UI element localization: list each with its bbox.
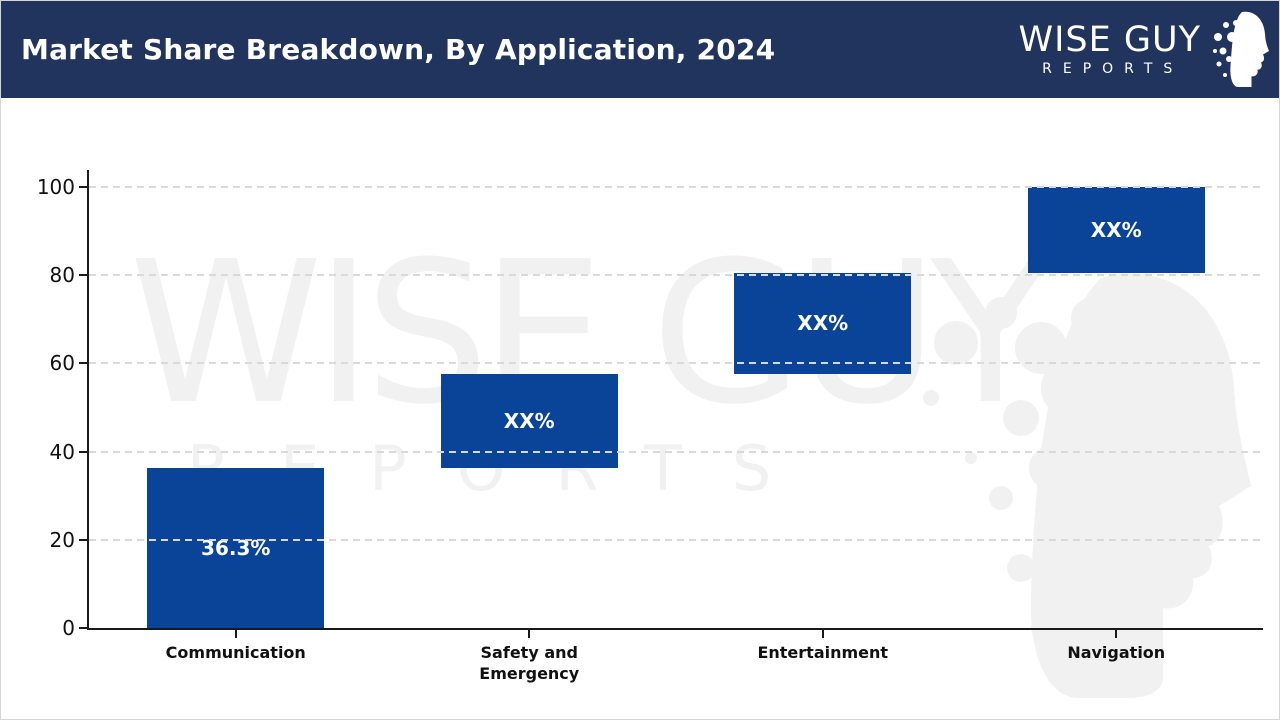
bar-value-label: XX% bbox=[797, 311, 849, 336]
gridline-100 bbox=[89, 186, 1263, 188]
bar-entertainment: XX% bbox=[734, 272, 912, 374]
bar-value-label: XX% bbox=[1090, 217, 1142, 242]
x-tick-0 bbox=[234, 630, 237, 638]
y-tick-100 bbox=[79, 186, 89, 188]
y-tick-20 bbox=[79, 538, 89, 541]
y-tick-60 bbox=[79, 362, 89, 365]
chart-area: WISE GUY REPORTS bbox=[1, 98, 1279, 719]
logo-face-icon bbox=[1213, 11, 1269, 88]
logo-text: WISE GUY REPORTS bbox=[1018, 21, 1201, 77]
x-axis-label-3: Navigation bbox=[1067, 643, 1166, 662]
x-axis-label-1: Safety and Emergency bbox=[479, 643, 580, 683]
y-tick-label-80: 80 bbox=[49, 263, 75, 288]
x-tick-2 bbox=[821, 630, 824, 638]
x-axis-label-2: Entertainment bbox=[757, 643, 889, 662]
gridline-20 bbox=[89, 538, 1263, 541]
bar-navigation: XX% bbox=[1027, 187, 1205, 273]
gridline-80 bbox=[89, 274, 1263, 277]
y-tick-40 bbox=[79, 450, 89, 453]
y-tick-label-0: 0 bbox=[62, 616, 75, 640]
y-tick-0 bbox=[79, 627, 89, 629]
page-title: Market Share Breakdown, By Application, … bbox=[21, 33, 776, 66]
y-axis-line bbox=[87, 170, 89, 630]
wise-guy-logo: WISE GUY REPORTS bbox=[1018, 7, 1271, 91]
gridline-60 bbox=[89, 362, 1263, 365]
gridline-40 bbox=[89, 450, 1263, 453]
y-tick-label-100: 100 bbox=[36, 175, 75, 199]
bar-value-label: XX% bbox=[503, 408, 555, 433]
bar-safety-and-emergency: XX% bbox=[440, 373, 618, 468]
y-tick-label-20: 20 bbox=[49, 527, 75, 552]
logo-subtitle: REPORTS bbox=[1042, 60, 1184, 77]
logo-wordmark: WISE GUY bbox=[1018, 20, 1201, 61]
x-tick-1 bbox=[528, 630, 531, 638]
x-axis-line bbox=[87, 628, 1263, 630]
x-axis-label-0: Communication bbox=[165, 643, 306, 662]
header: Market Share Breakdown, By Application, … bbox=[1, 1, 1279, 98]
bar-communication: 36.3% bbox=[147, 467, 325, 628]
y-tick-80 bbox=[79, 274, 89, 277]
y-tick-label-40: 40 bbox=[49, 439, 75, 464]
x-tick-3 bbox=[1115, 630, 1118, 638]
y-tick-label-60: 60 bbox=[49, 351, 75, 376]
